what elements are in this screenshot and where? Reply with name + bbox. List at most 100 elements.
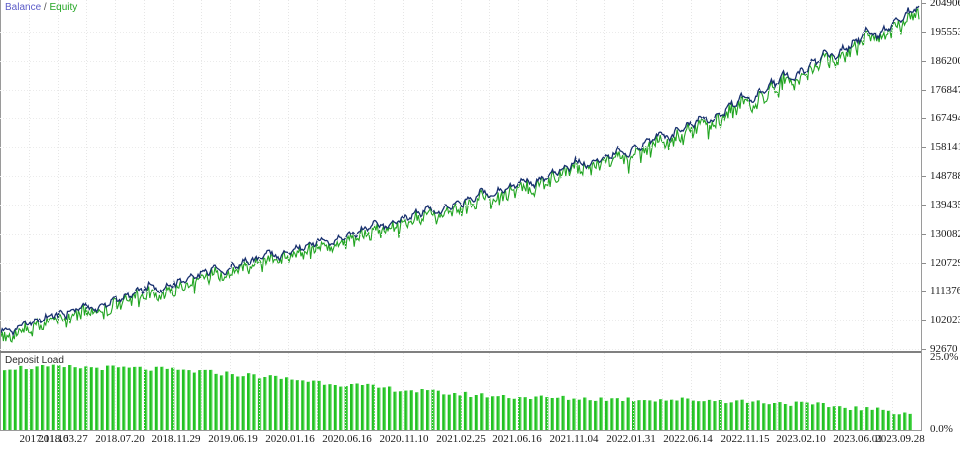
deposit-load-bar-highlight: [75, 367, 77, 430]
x-axis-label: 2021.06.16: [492, 433, 542, 445]
deposit-load-bar: [398, 391, 403, 430]
deposit-load-bar: [3, 370, 7, 430]
deposit-load-bar: [794, 401, 798, 430]
deposit-load-bar-highlight: [905, 412, 907, 430]
deposit-load-bar-highlight: [292, 379, 294, 430]
deposit-load-bar-highlight: [645, 400, 647, 430]
y-axis-label: 186200: [930, 55, 960, 67]
deposit-load-bar-highlight: [211, 369, 213, 430]
deposit-load-bar-highlight: [601, 397, 603, 430]
deposit-load-bar-highlight: [758, 400, 760, 430]
deposit-load-bar: [783, 404, 788, 430]
deposit-load-bar-highlight: [124, 366, 126, 430]
deposit-load-bar: [881, 409, 885, 430]
deposit-load-bar-highlight: [64, 367, 66, 430]
deposit-load-bar: [680, 397, 684, 430]
deposit-load-bar: [458, 395, 462, 430]
deposit-load-bar: [144, 369, 148, 430]
deposit-load-bar: [789, 405, 793, 430]
deposit-load-bar: [648, 400, 652, 430]
deposit-load-bar: [339, 386, 343, 430]
deposit-load-bar: [285, 377, 289, 430]
deposit-load-bar: [745, 402, 750, 430]
deposit-load-bar: [366, 383, 370, 430]
x-axis-label: 2020.06.16: [322, 433, 372, 445]
deposit-load-bar: [740, 399, 744, 430]
deposit-load-bars: [3, 364, 912, 430]
deposit-load-bar-highlight: [81, 368, 83, 430]
deposit-load-bar: [604, 400, 609, 430]
deposit-load-bar-highlight: [428, 390, 430, 430]
deposit-load-bar: [295, 380, 299, 430]
deposit-load-bar-highlight: [715, 401, 717, 430]
deposit-load-bar: [41, 365, 45, 430]
deposit-load-bar: [187, 370, 191, 430]
deposit-load-bar-highlight: [91, 367, 93, 430]
deposit-load-bar: [897, 414, 901, 430]
deposit-load-bar: [225, 371, 229, 430]
deposit-load-bar: [876, 407, 880, 430]
deposit-load-bar-highlight: [688, 398, 690, 430]
deposit-load-bar-highlight: [520, 397, 522, 430]
deposit-load-bar: [73, 367, 77, 430]
deposit-load-bar: [230, 374, 234, 430]
deposit-load-bar: [843, 407, 847, 430]
deposit-load-bar-highlight: [368, 383, 370, 430]
deposit-load-bar: [442, 394, 446, 430]
deposit-load-bar-highlight: [53, 364, 55, 430]
deposit-load-bar: [290, 379, 294, 430]
deposit-load-bar-highlight: [254, 374, 256, 430]
x-axis-label: 2017.11.16: [19, 433, 69, 445]
deposit-load-bar-highlight: [200, 370, 202, 430]
deposit-load-bar-highlight: [411, 390, 413, 430]
deposit-load-bar-highlight: [357, 383, 359, 430]
deposit-load-bar-highlight: [878, 407, 880, 430]
deposit-load-bar-highlight: [775, 403, 777, 430]
deposit-load-bar: [306, 381, 310, 430]
deposit-load-bar-highlight: [151, 370, 153, 430]
deposit-load-bar-highlight: [460, 395, 462, 430]
deposit-load-bar: [122, 366, 126, 430]
y-axis-tick: [922, 291, 926, 292]
deposit-load-bar: [480, 393, 484, 430]
deposit-load-bar-highlight: [590, 400, 592, 430]
deposit-load-bar-highlight: [693, 400, 695, 430]
deposit-load-bar-highlight: [222, 375, 224, 430]
deposit-load-bar-highlight: [471, 397, 473, 430]
deposit-load-bar: [13, 369, 17, 430]
deposit-load-bar-highlight: [373, 384, 375, 430]
deposit-load-bar: [426, 390, 430, 430]
deposit-load-bar-highlight: [189, 370, 191, 430]
deposit-load-bar: [653, 401, 657, 430]
deposit-load-bar: [317, 380, 321, 430]
chart-legend: Balance / Equity: [5, 2, 77, 14]
deposit-load-bar-highlight: [379, 387, 381, 430]
deposit-load-bar: [686, 398, 690, 430]
deposit-load-bar-highlight: [270, 375, 272, 430]
deposit-load-bar-highlight: [113, 365, 115, 430]
deposit-load-bar: [106, 365, 110, 430]
deposit-load-bar-highlight: [531, 399, 533, 430]
deposit-load-bar-highlight: [70, 365, 72, 430]
y-axis-label: 148788: [930, 170, 960, 182]
balance-equity-plot: [0, 0, 921, 352]
deposit-load-bar: [724, 403, 728, 430]
deposit-load-bar: [301, 380, 305, 430]
deposit-load-bar: [642, 400, 647, 430]
deposit-load-bar: [729, 402, 733, 430]
deposit-load-bar-highlight: [325, 384, 327, 430]
deposit-load-bar-highlight: [438, 390, 440, 430]
deposit-load-bar-highlight: [227, 371, 229, 430]
deposit-load-bar-highlight: [108, 365, 110, 430]
deposit-load-bar: [485, 397, 489, 430]
deposit-load-bar-highlight: [401, 391, 403, 430]
deposit-load-bar: [594, 400, 598, 430]
deposit-load-bar: [827, 407, 831, 430]
deposit-load-bar-highlight: [731, 402, 733, 430]
deposit-load-bar: [832, 406, 836, 430]
deposit-load-bar: [767, 404, 771, 430]
deposit-load-bar-highlight: [899, 414, 901, 430]
deposit-load-bar: [127, 367, 131, 430]
deposit-load-axis-label: 0.0%: [930, 423, 953, 435]
deposit-load-bar: [903, 412, 907, 430]
